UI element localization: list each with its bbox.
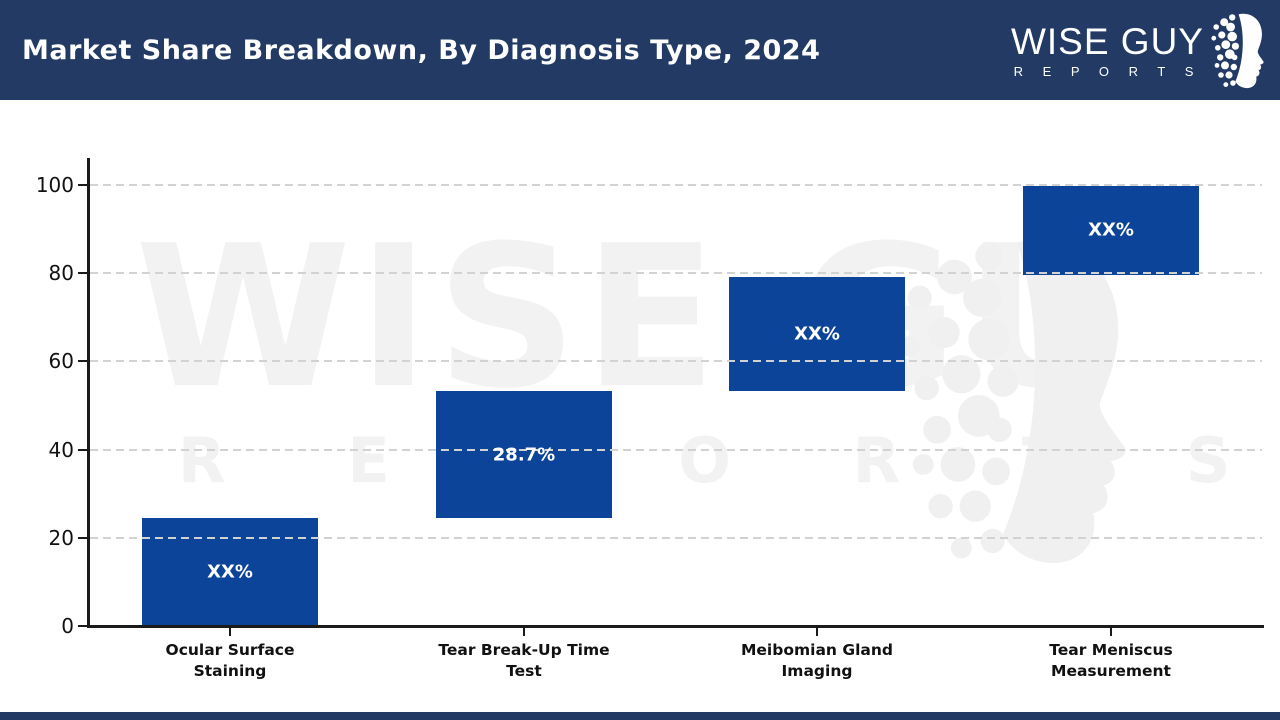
watermark-brand-name: WISE GUY xyxy=(135,220,1135,416)
chart-area: WISE GUY R E P O R T S XX% 28.7% XX% XX% 0 20… xyxy=(0,100,1280,712)
brand-name: WISE GUY xyxy=(1010,21,1204,63)
bar-value-label-0: XX% xyxy=(207,561,253,583)
brand-logo: WISE GUY R E P O R T S xyxy=(1011,10,1266,92)
footer-bar xyxy=(0,712,1280,720)
y-tick-label-0: 0 xyxy=(61,614,74,638)
watermark-face-icon xyxy=(885,228,1135,576)
x-category-label-3: Tear Meniscus Measurement xyxy=(1049,641,1173,680)
brand-face-icon xyxy=(1208,11,1266,91)
y-axis xyxy=(87,158,90,628)
y-tick-mark-0 xyxy=(78,625,87,627)
y-tick-label-40: 40 xyxy=(48,437,74,462)
x-tick-mark-3 xyxy=(1110,628,1112,636)
brand-subtitle: R E P O R T S xyxy=(1013,63,1202,79)
y-tick-mark-80 xyxy=(78,272,87,275)
y-tick-mark-100 xyxy=(78,184,87,186)
y-tick-mark-40 xyxy=(78,448,87,451)
page-title: Market Share Breakdown, By Diagnosis Typ… xyxy=(22,34,821,66)
gridline-60 xyxy=(90,360,1262,363)
x-tick-mark-2 xyxy=(816,628,818,636)
bar-1 xyxy=(436,391,612,518)
x-axis xyxy=(87,625,1264,628)
x-tick-mark-0 xyxy=(229,628,231,636)
y-tick-mark-60 xyxy=(78,360,87,363)
bar-value-label-2: XX% xyxy=(794,323,840,345)
gridline-40 xyxy=(90,448,1262,451)
y-tick-mark-20 xyxy=(78,536,87,539)
x-category-label-2: Meibomian Gland Imaging xyxy=(741,641,893,680)
y-tick-label-100: 100 xyxy=(35,173,74,197)
watermark-brand-subtitle: R E P O R T S xyxy=(178,424,1280,497)
x-category-label-0: Ocular Surface Staining xyxy=(165,641,295,680)
bar-0 xyxy=(142,517,318,626)
gridline-80 xyxy=(90,272,1262,275)
bar-2 xyxy=(729,277,905,392)
bar-value-label-3: XX% xyxy=(1088,219,1134,241)
gridline-20 xyxy=(90,536,1262,539)
header-bar: Market Share Breakdown, By Diagnosis Typ… xyxy=(0,0,1280,100)
bar-value-label-1: 28.7% xyxy=(492,444,556,466)
y-tick-label-80: 80 xyxy=(48,261,74,286)
x-tick-mark-1 xyxy=(523,628,525,636)
gridline-100 xyxy=(90,184,1262,186)
y-tick-label-60: 60 xyxy=(48,349,74,374)
y-tick-label-20: 20 xyxy=(48,525,74,550)
x-category-label-1: Tear Break-Up Time Test xyxy=(438,641,610,680)
